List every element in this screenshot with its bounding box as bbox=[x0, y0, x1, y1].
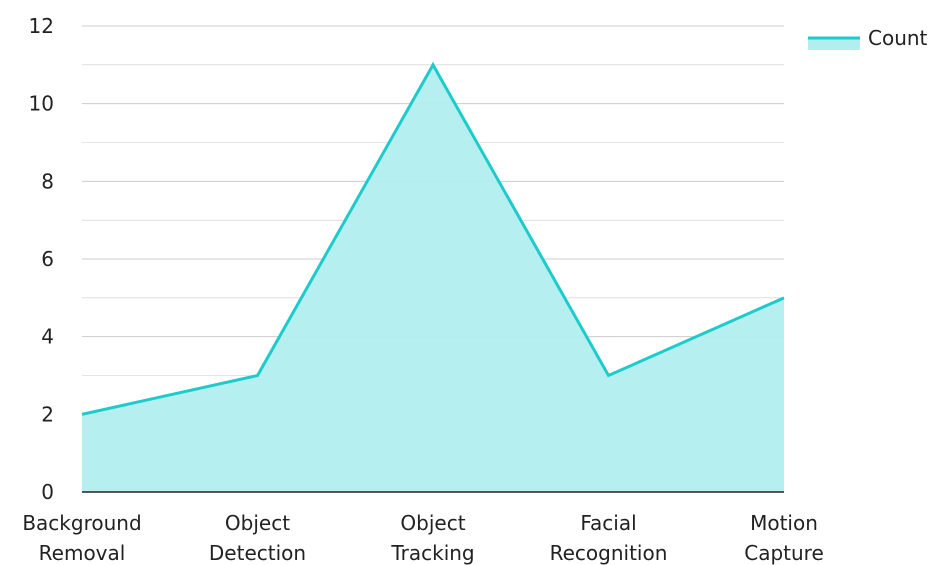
x-axis-tick-labels: Background Removal Object Detection Object Tr… bbox=[22, 511, 823, 565]
x-tick-label: Object Tracking bbox=[390, 511, 474, 565]
x-tick-label: Facial Recognition bbox=[550, 511, 668, 565]
x-tick-label: Background Removal bbox=[22, 511, 141, 565]
y-tick-label: 2 bbox=[41, 402, 54, 426]
y-axis-tick-labels: 0 2 4 6 8 10 12 bbox=[29, 14, 54, 504]
x-tick-label: Object Detection bbox=[209, 511, 306, 565]
legend-swatch-fill bbox=[808, 38, 860, 50]
series-count-area bbox=[82, 64, 784, 492]
y-tick-label: 12 bbox=[29, 14, 54, 38]
y-tick-label: 6 bbox=[41, 247, 54, 271]
area-series bbox=[81, 61, 785, 492]
x-tick-label: Motion Capture bbox=[744, 511, 824, 565]
y-tick-label: 4 bbox=[41, 325, 54, 349]
legend-label-count: Count bbox=[868, 26, 928, 50]
y-tick-label: 8 bbox=[41, 169, 54, 193]
y-tick-label: 0 bbox=[41, 480, 54, 504]
legend: Count bbox=[808, 26, 928, 50]
series-count-line bbox=[81, 61, 785, 416]
y-tick-label: 10 bbox=[29, 92, 54, 116]
